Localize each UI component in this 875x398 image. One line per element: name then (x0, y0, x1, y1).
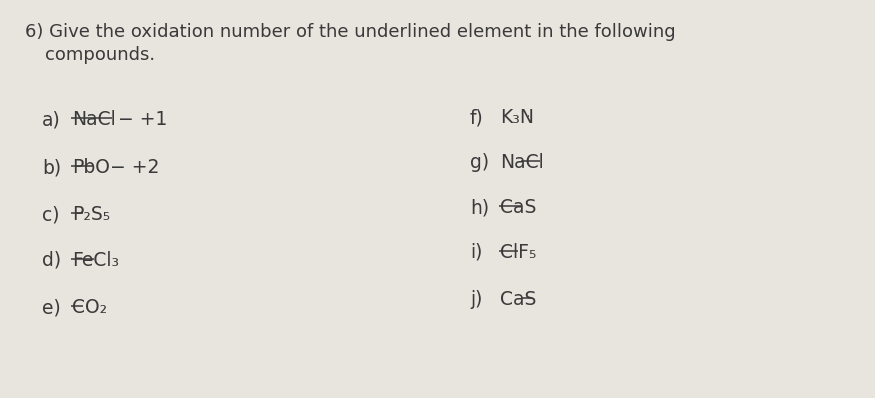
Text: j): j) (470, 290, 482, 309)
Text: b): b) (42, 158, 61, 177)
Text: ClF₅: ClF₅ (500, 243, 536, 262)
Text: c): c) (42, 205, 60, 224)
Text: PbO: PbO (72, 158, 110, 177)
Text: − +1: − +1 (112, 110, 167, 129)
Text: compounds.: compounds. (45, 46, 155, 64)
Text: FeCl₃: FeCl₃ (72, 251, 119, 270)
Text: e): e) (42, 298, 60, 317)
Text: CO₂: CO₂ (72, 298, 107, 317)
Text: CaS: CaS (500, 290, 536, 309)
Text: h): h) (470, 198, 489, 217)
Text: CaS: CaS (500, 198, 536, 217)
Text: g): g) (470, 153, 489, 172)
Text: P₂S₅: P₂S₅ (72, 205, 110, 224)
Text: NaCl: NaCl (72, 110, 116, 129)
Text: f): f) (470, 108, 484, 127)
Text: i): i) (470, 243, 482, 262)
Text: NaCl: NaCl (500, 153, 543, 172)
Text: a): a) (42, 110, 60, 129)
Text: 6) Give the oxidation number of the underlined element in the following: 6) Give the oxidation number of the unde… (25, 23, 676, 41)
Text: K₃N: K₃N (500, 108, 534, 127)
Text: d): d) (42, 251, 61, 270)
Text: − +2: − +2 (104, 158, 160, 177)
